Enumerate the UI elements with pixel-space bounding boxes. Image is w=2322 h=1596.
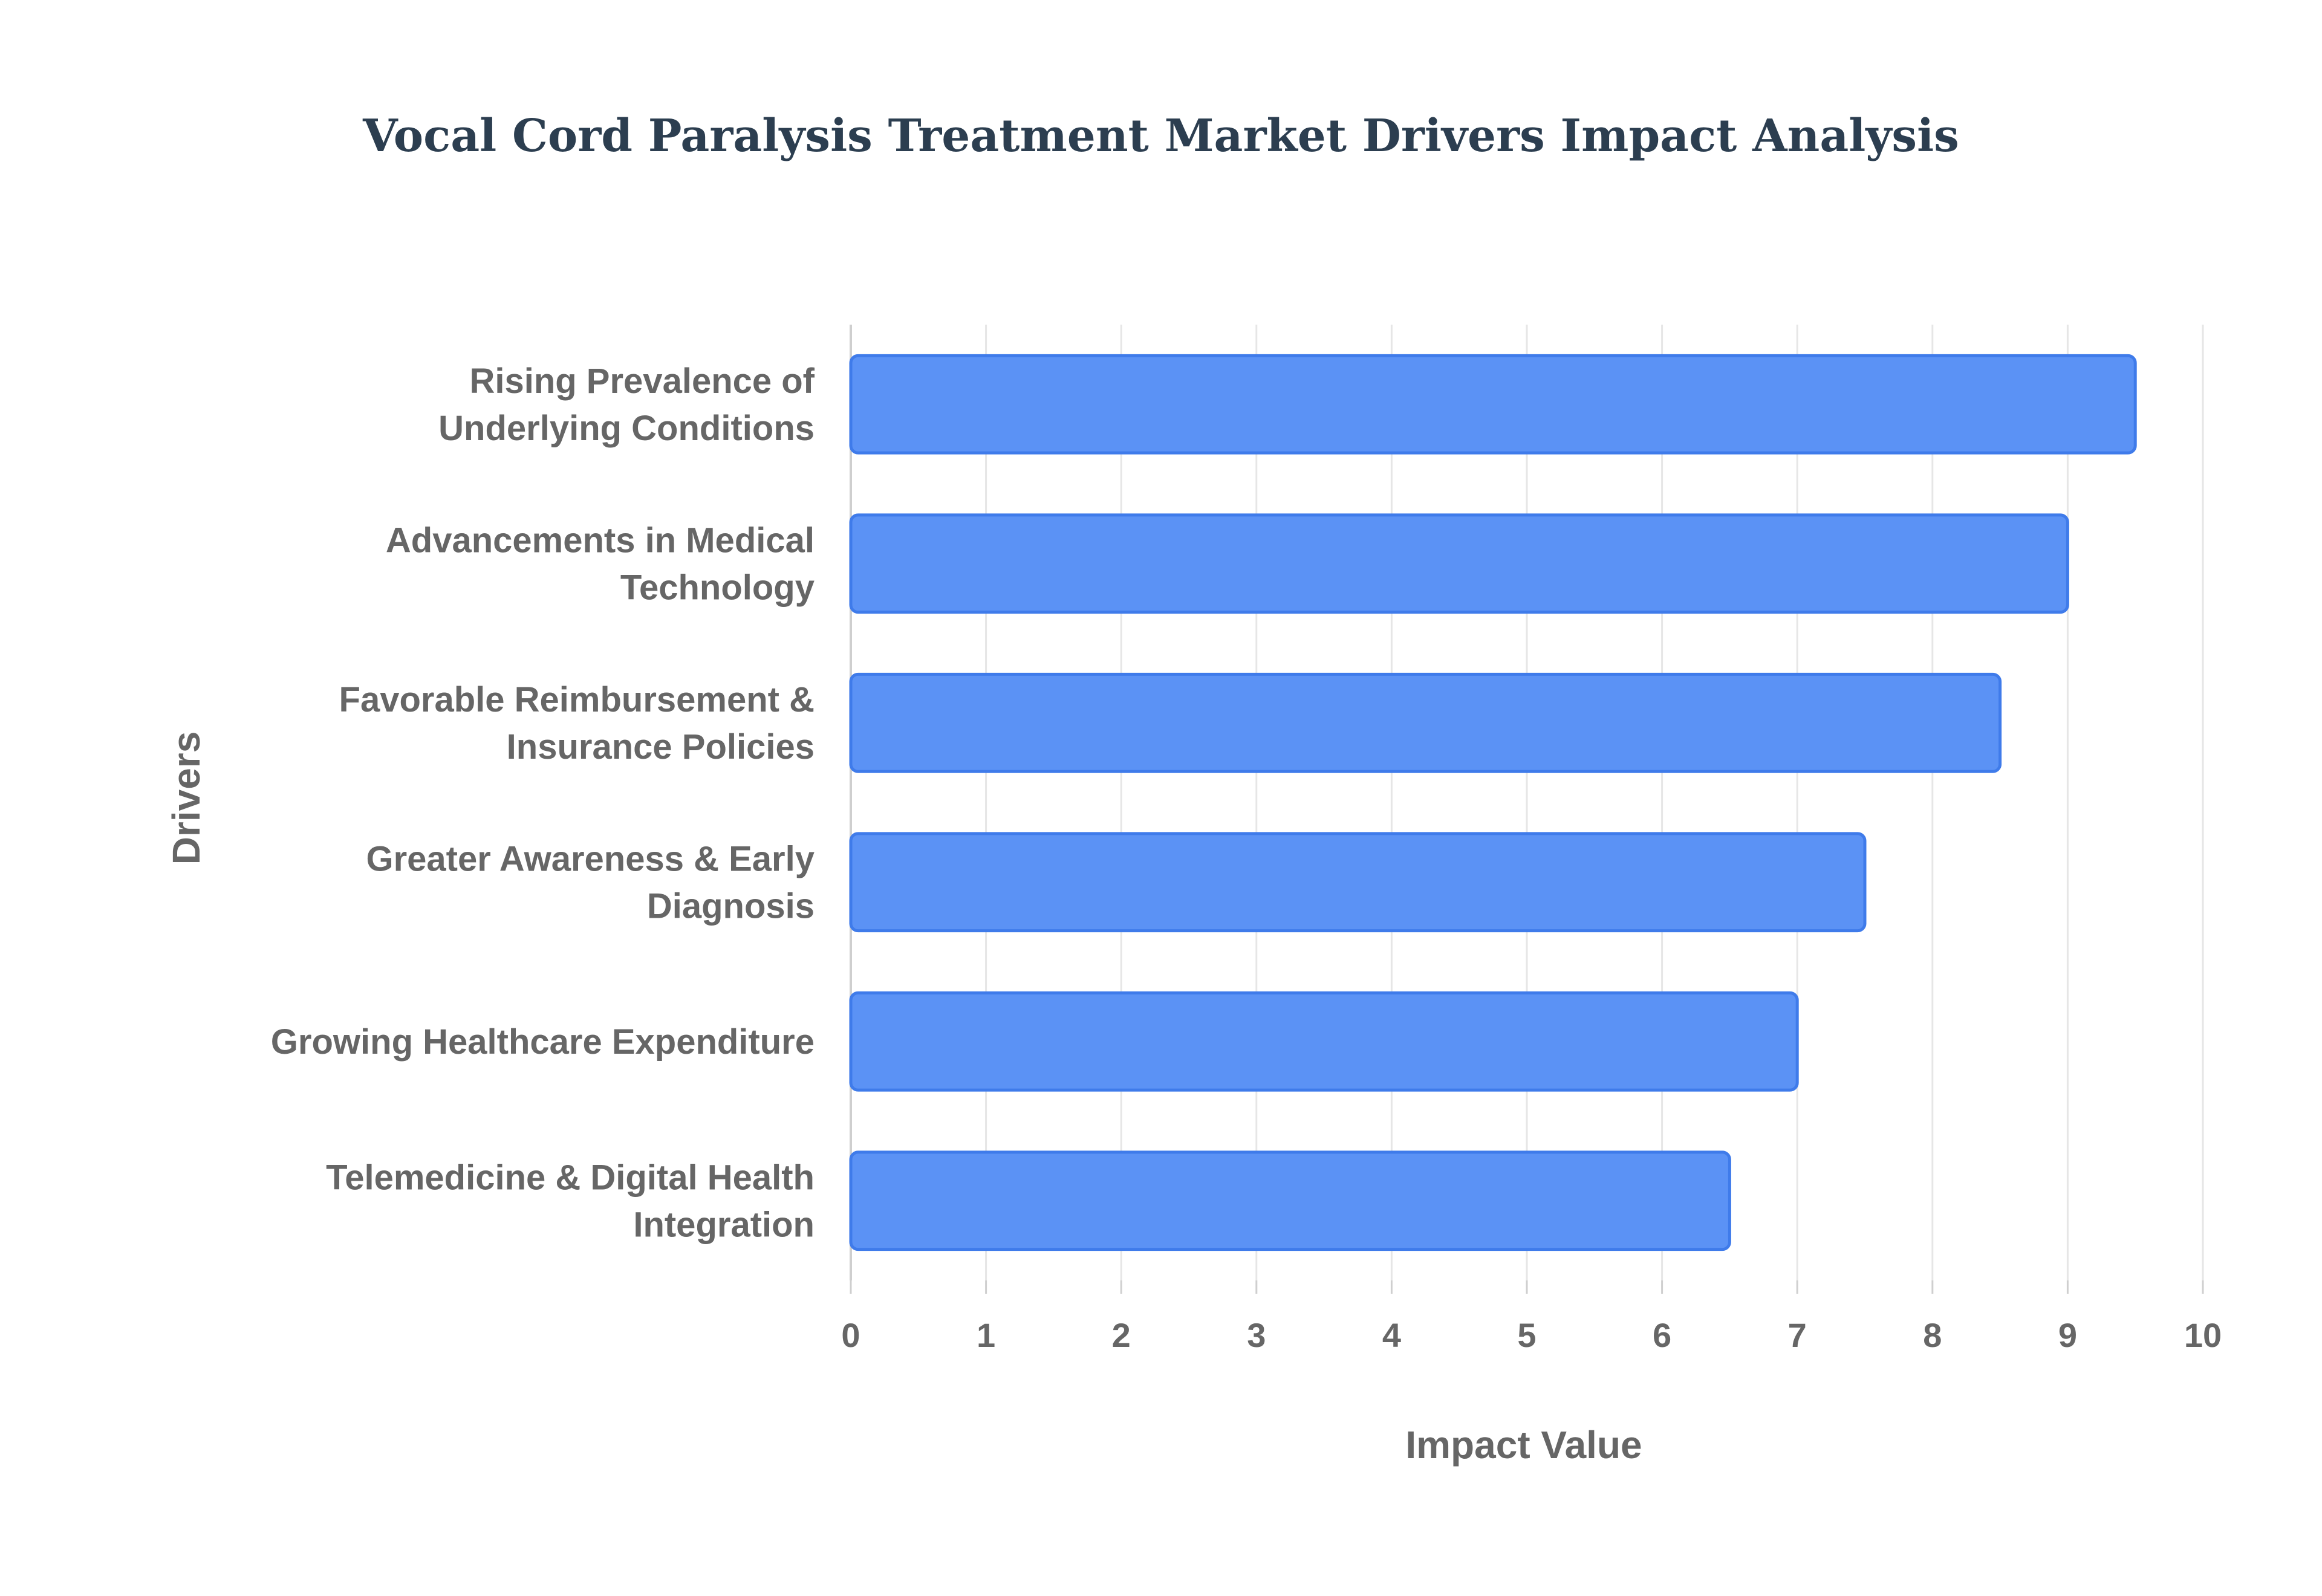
category-label: Rising Prevalence of Underlying Condition…	[438, 362, 815, 448]
bar	[849, 991, 1799, 1092]
x-tick-label: 7	[1788, 1316, 1807, 1354]
category-labels: Rising Prevalence of Underlying Condition…	[271, 362, 815, 1245]
x-tick-label: 8	[1923, 1316, 1942, 1354]
bar	[849, 832, 1867, 933]
category-label: Growing Healthcare Expenditure	[271, 1022, 815, 1062]
bar	[849, 672, 2002, 773]
x-tick-label: 5	[1517, 1316, 1536, 1354]
y-axis-title: Drivers	[164, 731, 208, 865]
category-label: Telemedicine & Digital Health Integration	[326, 1158, 815, 1244]
x-axis-title: Impact Value	[1405, 1423, 1642, 1467]
x-tick-label: 4	[1382, 1316, 1401, 1354]
x-tick-label: 2	[1112, 1316, 1131, 1354]
bar	[849, 1150, 1731, 1251]
x-tick-label: 10	[2184, 1316, 2222, 1354]
category-label: Advancements in Medical Technology	[386, 521, 815, 607]
x-tick-label: 6	[1653, 1316, 1671, 1354]
x-tick-label: 9	[2058, 1316, 2077, 1354]
bar	[849, 354, 2137, 455]
bars	[849, 354, 2137, 1251]
x-tick-label: 1	[977, 1316, 995, 1354]
x-tick-label: 0	[841, 1316, 860, 1354]
category-label: Favorable Reimbursement & Insurance Polic…	[339, 680, 815, 767]
grid-lines	[850, 325, 2204, 1294]
x-tick-label: 3	[1247, 1316, 1266, 1354]
bar	[849, 513, 2069, 614]
chart-title: Vocal Cord Paralysis Treatment Market Dr…	[362, 110, 1959, 162]
x-axis-ticks: 0 1 2 3 4 5 6 7 8 9 10	[841, 1316, 2222, 1354]
category-label: Greater Awareness & Early Diagnosis	[366, 839, 815, 926]
